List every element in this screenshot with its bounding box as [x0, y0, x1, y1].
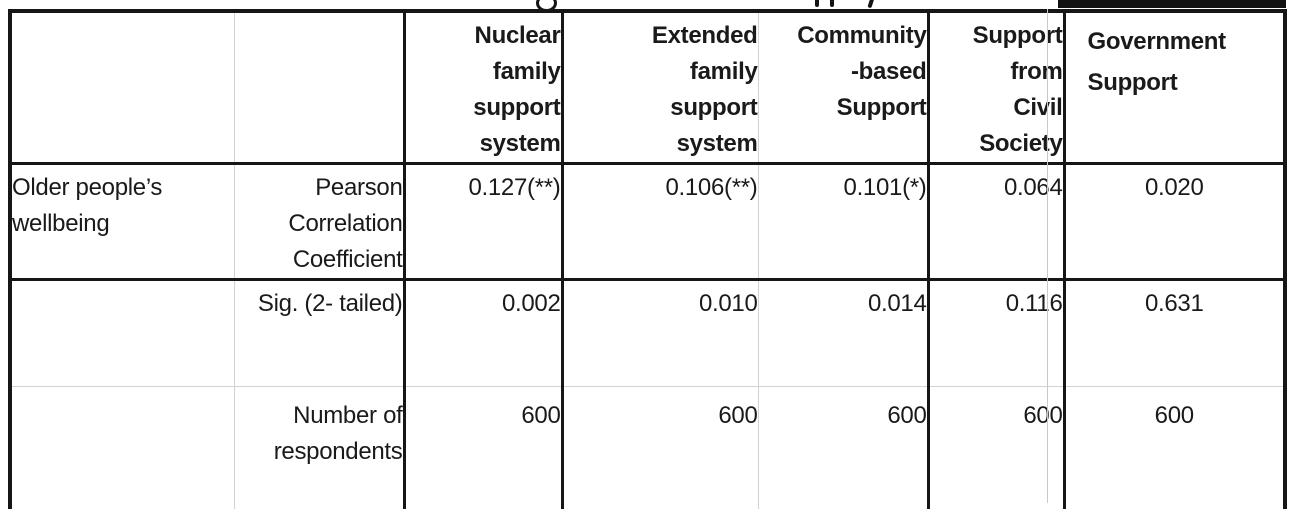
header-cell-empty-a: [10, 11, 234, 165]
sig-value-extended: 0.010: [560, 279, 758, 387]
header-line: Support: [1087, 69, 1178, 96]
pearson-row: Older people’s wellbeing Pearson Correla…: [10, 163, 1285, 281]
header-line: support: [670, 94, 758, 121]
clipped-title-descender-p2: [830, 0, 834, 7]
header-line: Extended: [651, 22, 758, 49]
pearson-value-government: 0.020: [1062, 163, 1285, 281]
header-line: system: [479, 130, 561, 157]
label-line: Number of: [293, 402, 403, 429]
n-value-nuclear: 600: [402, 386, 562, 509]
header-line: Support: [972, 22, 1063, 49]
header-line: -based: [850, 58, 927, 85]
correlation-table: Nuclear family support system Extended f…: [8, 9, 1287, 509]
row-label-respondents: Number of respondents: [233, 386, 404, 509]
label-line: Coefficient: [292, 246, 403, 273]
sig-row: Sig. (2- tailed) 0.002 0.010 0.014 0.116…: [10, 279, 1285, 387]
correlation-table-wrapper: Nuclear family support system Extended f…: [8, 9, 1287, 509]
header-cell-civil-society: Support from Civil Society: [926, 11, 1064, 165]
n-value-government: 600: [1062, 386, 1285, 509]
header-cell-nuclear: Nuclear family support system: [402, 11, 562, 165]
label-line: respondents: [273, 438, 403, 465]
sig-value-community: 0.014: [757, 279, 928, 387]
label-line: wellbeing: [12, 210, 110, 237]
header-line: Nuclear: [474, 22, 561, 49]
header-line: family: [492, 58, 561, 85]
header-cell-extended: Extended family support system: [560, 11, 758, 165]
header-line: Government: [1087, 28, 1227, 55]
row-label-sig: Sig. (2- tailed): [233, 279, 404, 387]
government-column-top-border: [1058, 0, 1286, 8]
label-line: Correlation: [288, 210, 403, 237]
pearson-value-community: 0.101(*): [757, 163, 928, 281]
header-cell-community: Community -based Support: [757, 11, 928, 165]
label-line: Pearson: [315, 174, 403, 201]
sig-value-nuclear: 0.002: [402, 279, 562, 387]
double-border-thin-line: [1047, 9, 1048, 503]
label-line: Sig. (2- tailed): [257, 290, 403, 317]
respondents-row: Number of respondents 600 600 600 600 60…: [10, 386, 1285, 509]
n-value-community: 600: [757, 386, 928, 509]
header-line: Community: [797, 22, 927, 49]
clipped-title-descenders: [0, 0, 1289, 12]
header-line: family: [689, 58, 758, 85]
row-label-empty: [10, 279, 234, 387]
header-cell-empty-b: [233, 11, 404, 165]
header-line: support: [473, 94, 561, 121]
sig-value-government: 0.631: [1062, 279, 1285, 387]
clipped-title-descender-p1: [815, 0, 819, 7]
header-line: system: [676, 130, 758, 157]
row-label-empty: [10, 387, 234, 509]
header-line: Civil: [1013, 94, 1063, 121]
pearson-value-nuclear: 0.127(**): [402, 163, 562, 281]
label-line: Older people’s: [12, 174, 163, 201]
clipped-title-descender-y: [867, 0, 875, 9]
sig-value-civil-society: 0.116: [926, 279, 1064, 387]
row-label-pearson: Pearson Correlation Coefficient: [233, 163, 404, 281]
header-line: Society: [979, 130, 1063, 157]
pearson-value-extended: 0.106(**): [560, 163, 758, 281]
row-label-wellbeing: Older people’s wellbeing: [10, 163, 234, 281]
header-line: Support: [836, 94, 927, 121]
header-row: Nuclear family support system Extended f…: [10, 11, 1285, 165]
header-cell-government: Government Support: [1062, 11, 1285, 165]
header-line: from: [1010, 58, 1063, 85]
pearson-value-civil-society: 0.064: [926, 163, 1064, 281]
n-value-civil-society: 600: [926, 386, 1064, 509]
n-value-extended: 600: [560, 386, 758, 509]
